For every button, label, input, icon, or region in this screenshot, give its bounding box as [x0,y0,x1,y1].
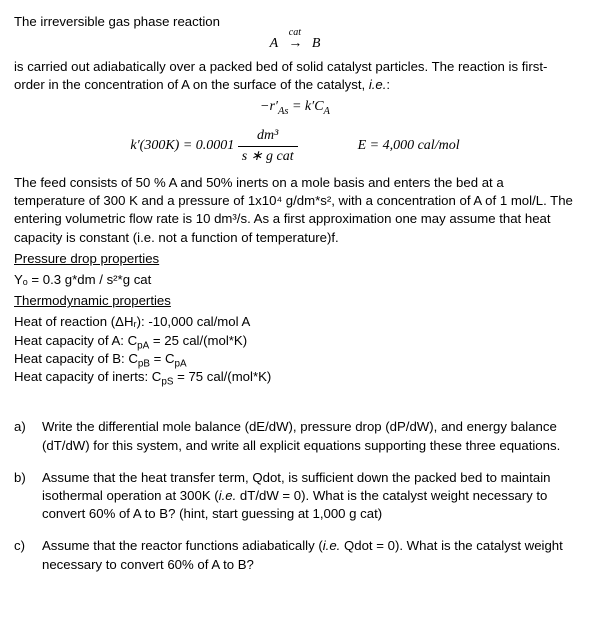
question-a-label: a) [14,418,32,436]
rate-law-eq: −r′As = k′CA [14,97,576,116]
k-lhs: k′(300K) = 0.0001 [130,138,237,153]
question-a-text: Write the differential mole balance (dE/… [42,418,576,454]
constants-row: k′(300K) = 0.0001 dm³ s ∗ g cat E = 4,00… [14,126,576,166]
paragraph-1: is carried out adiabatically over a pack… [14,58,576,94]
rate-lhs: −r′ [260,99,278,114]
rate-eq-mid: = k′C [288,99,323,114]
question-a: a) Write the differential mole balance (… [14,418,576,454]
qc-ie: i.e. [323,538,341,553]
p1-tail: : [386,77,390,92]
paragraph-2: The feed consists of 50 % A and 50% iner… [14,174,576,247]
rate-sub2: A [324,106,330,117]
question-c: c) Assume that the reactor functions adi… [14,537,576,573]
section-thermo-title: Thermodynamic properties [14,292,576,310]
td4-sub: pS [161,377,173,388]
question-b-text: Assume that the heat transfer term, Qdot… [42,469,576,524]
question-c-text: Assume that the reactor functions adiaba… [42,537,576,573]
question-c-label: c) [14,537,32,555]
td2-pre: Heat capacity of A: C [14,333,137,348]
td4-post: = 75 cal/(mol*K) [173,369,271,384]
thermo-line-3: Heat capacity of B: CpB = CpA [14,350,576,368]
thermo-line-4: Heat capacity of inerts: CpS = 75 cal/(m… [14,368,576,386]
rxn-species-b: B [312,36,321,51]
thermo-line-1: Heat of reaction (ΔHᵣ): -10,000 cal/mol … [14,313,576,331]
rxn-cat-label: cat [289,26,301,40]
reaction-display: A cat → B [14,34,576,53]
rate-sub: As [278,106,289,117]
k-numerator: dm³ [238,126,298,146]
td3-pre: Heat capacity of B: C [14,351,138,366]
ie-text: i.e. [369,77,387,92]
section-pressure-drop-title: Pressure drop properties [14,250,576,268]
rxn-species-a: A [270,36,278,51]
qc-1: Assume that the reactor functions adiaba… [42,538,323,553]
td2-post: = 25 cal/(mol*K) [149,333,247,348]
pressure-drop-value: Υₒ = 0.3 g*dm / s²*g cat [14,271,576,289]
question-b: b) Assume that the heat transfer term, Q… [14,469,576,524]
k-expression: k′(300K) = 0.0001 dm³ s ∗ g cat [130,126,297,166]
td4-pre: Heat capacity of inerts: C [14,369,161,384]
activation-energy: E = 4,000 cal/mol [358,136,460,155]
td3-mid: = C [150,351,175,366]
thermo-line-2: Heat capacity of A: CpA = 25 cal/(mol*K) [14,332,576,350]
qb-ie: i.e. [219,488,237,503]
k-denominator: s ∗ g cat [238,147,298,166]
p1-text: is carried out adiabatically over a pack… [14,59,547,92]
question-b-label: b) [14,469,32,487]
